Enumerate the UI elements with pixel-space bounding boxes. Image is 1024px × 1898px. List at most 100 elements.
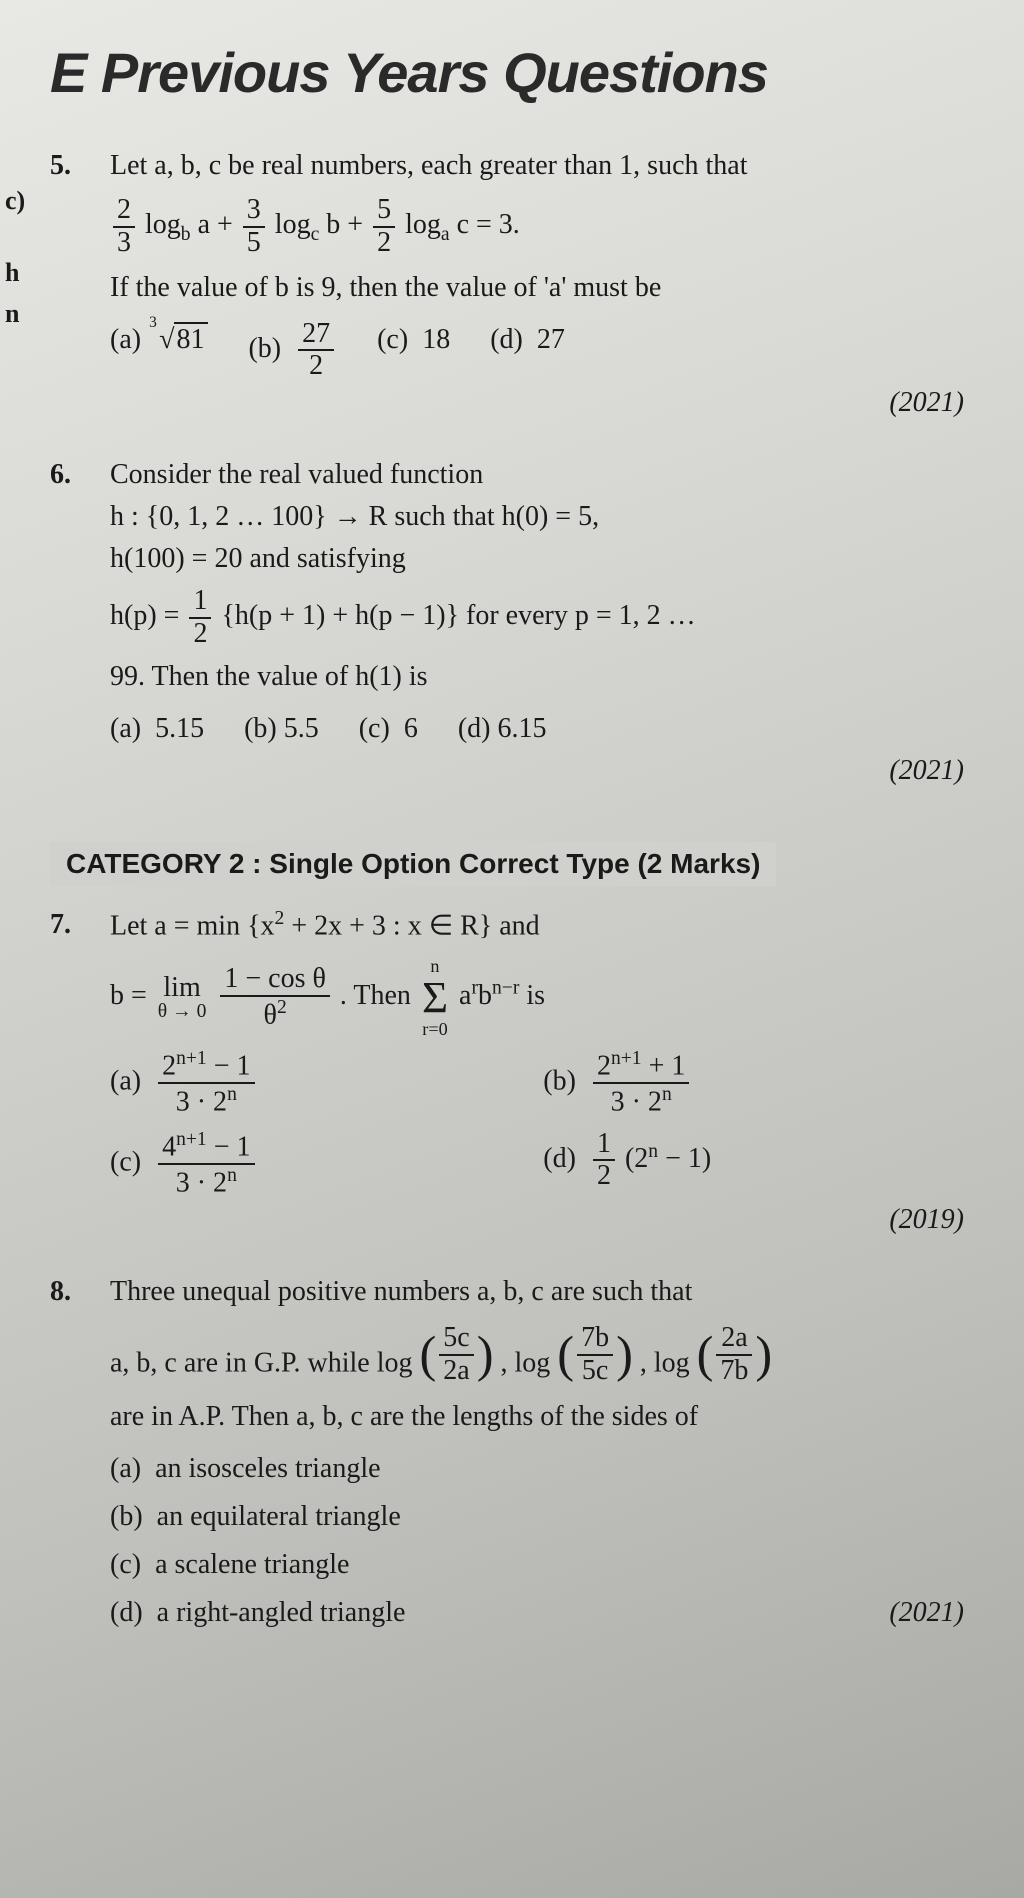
q5-c-val: 18 [422,324,450,355]
q8-opt-d: (d) a right-angled triangle (2021) [110,1592,984,1634]
q5-opt-c: (c) 18 [377,319,450,383]
q7-l1a: Let a = min {x [110,910,275,941]
q7-b-den: 3 · 2n [593,1084,689,1118]
q8-b: an equilateral triangle [157,1501,401,1532]
q7-b-lbl: (b) [543,1066,576,1097]
q7-a-npo: − 1 [207,1051,251,1082]
q6-d: 6.15 [497,713,546,744]
q5-f3n: 5 [373,195,395,228]
q6-opt-d: (d) 6.15 [458,708,547,750]
q7-a-d: 3 · 2 [176,1087,227,1118]
q7-c-ds: n [227,1165,237,1186]
q7-c-npo: − 1 [207,1131,251,1162]
q5-b-num: 27 [298,319,334,352]
q7-sba: a [459,980,471,1011]
q8-c2: , log [640,1347,690,1378]
q5-log1: log [145,209,181,240]
q7-year: (2019) [889,1199,964,1241]
q8-number: 8. [50,1271,71,1313]
q8-c: a scalene triangle [155,1549,349,1580]
q7-fad-2: 2 [277,997,287,1018]
q5-log1sub: b [181,224,191,245]
q7-a-np: 2 [162,1051,176,1082]
q7-options: (a) 2n+1 − 1 3 · 2n (b) 2n+1 + 1 3 · 2n … [110,1048,984,1199]
q8-p3d: 7b [716,1356,752,1387]
q7-b-num: 2n+1 + 1 [593,1048,689,1084]
q5-log2: log [275,209,311,240]
q6-l4n: 1 [189,586,211,619]
q8-year: (2021) [889,1592,964,1634]
q6-l4d: 2 [189,619,211,650]
q6-l4post: {h(p + 1) + h(p − 1)} for every p = 1, 2… [221,600,695,631]
q7-a-lbl: (a) [110,1066,141,1097]
q6-b-lbl: (b) [244,713,277,744]
q8-d-lbl: (d) [110,1597,143,1628]
q6-number: 6. [50,454,71,496]
q5-f2d: 5 [243,228,265,259]
q5-a-rootval: 81 [174,322,208,355]
q7-l2end: is [526,980,545,1011]
q7-a-ns: n+1 [176,1048,207,1069]
q5-a-lbl: (a) [110,324,141,355]
q7-b-ds: n [662,1084,672,1105]
q6-a-lbl: (a) [110,713,141,744]
q7-b-npo: + 1 [642,1051,686,1082]
side-marks: c) h n [5,180,25,335]
q5-b-den: 2 [298,351,334,382]
q6-b: 5.5 [284,713,319,744]
q7-c-den: 3 · 2n [158,1165,254,1199]
q8-l2pre: a, b, c are in G.P. while log [110,1347,413,1378]
q5-d-val: 27 [537,324,565,355]
q7-a-num: 2n+1 − 1 [158,1048,254,1084]
q7-d-fd: 2 [593,1161,615,1192]
q7-d-fn: 1 [593,1129,615,1162]
q7-d-ps: n [648,1140,658,1161]
q7-c-d: 3 · 2 [176,1167,227,1198]
q7-b-d: 3 · 2 [611,1087,662,1118]
q7-c-lbl: (c) [110,1146,141,1177]
q5-log2arg: b + [319,209,370,240]
q6-l3: h(100) = 20 and satisfying [110,538,984,580]
q5-c-lbl: (c) [377,324,408,355]
question-8: 8. Three unequal positive numbers a, b, … [50,1271,984,1641]
q8-opt-a: (a) an isosceles triangle [110,1448,984,1490]
q5-opt-a: (a) 3√81 [110,319,208,383]
q5-number: 5. [50,145,71,187]
mark-n: n [5,293,25,335]
q8-l1: Three unequal positive numbers a, b, c a… [110,1271,984,1313]
q5-b-lbl: (b) [248,333,281,364]
q8-l3: are in A.P. Then a, b, c are the lengths… [110,1396,984,1438]
q7-d-lbl: (d) [543,1143,576,1174]
q6-c: 6 [404,713,418,744]
mark-c: c) [5,180,25,222]
q6-opt-c: (c) 6 [359,708,418,750]
q6-l5: 99. Then the value of h(1) is [110,656,984,698]
q7-lim: lim [158,974,207,1002]
q5-f1d: 3 [113,228,135,259]
q5-log3sub: a [441,224,450,245]
q8-p1n: 5c [439,1323,473,1356]
q6-l1: Consider the real valued function [110,454,984,496]
q8-b-lbl: (b) [110,1501,143,1532]
q6-a: 5.15 [155,713,204,744]
q7-fad-t: θ [264,999,277,1030]
q7-b-np: 2 [597,1051,611,1082]
q7-number: 7. [50,904,71,946]
q7-l2: b = lim θ → 0 1 − cos θ θ2 . Then n Σ r=… [110,957,984,1038]
q7-opt-a: (a) 2n+1 − 1 3 · 2n [110,1048,503,1118]
q5-f3d: 2 [373,228,395,259]
q5-log1arg: a + [191,209,240,240]
q8-p3n: 2a [716,1323,752,1356]
q7-l1: Let a = min {x2 + 2x + 3 : x ∈ R} and [110,904,984,947]
q5-a-rootidx: 3 [149,311,157,334]
page: c) h n E Previous Years Questions 5. Let… [0,0,1024,1898]
q6-l4pre: h(p) = [110,600,186,631]
q6-opt-a: (a) 5.15 [110,708,204,750]
q5-opt-b: (b) 272 [248,319,337,383]
q7-sbb: b [478,980,492,1011]
q6-options: (a) 5.15 (b) 5.5 (c) 6 (d) 6.15 [110,708,984,750]
q7-c-num: 4n+1 − 1 [158,1129,254,1165]
q8-p2n: 7b [577,1323,613,1356]
q7-d-ppo: − 1) [658,1143,711,1174]
q5-log3: log [405,209,441,240]
